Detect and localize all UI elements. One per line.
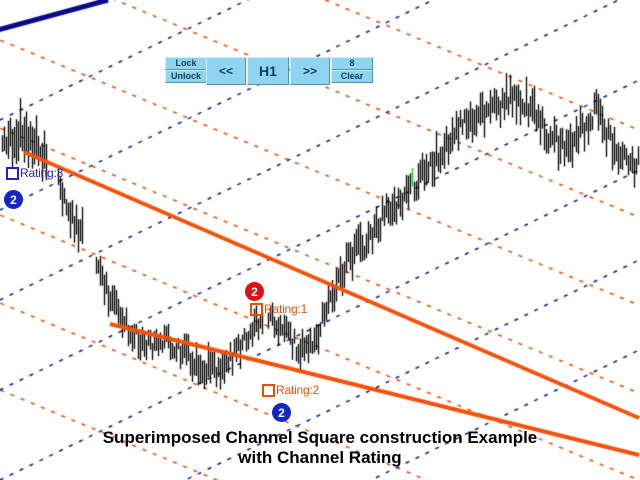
previous-button[interactable]: <<: [206, 57, 246, 85]
clear-button[interactable]: Clear: [331, 70, 373, 83]
rating-label-2[interactable]: Rating:2: [262, 383, 319, 397]
badge-rating-2: 2: [272, 403, 291, 422]
chart-toolbar: Lock Unlock << H1 >> 8 Clear: [165, 57, 373, 85]
next-button[interactable]: >>: [290, 57, 330, 85]
count-display[interactable]: 8: [331, 57, 373, 70]
rating-label-3[interactable]: Rating:3: [6, 166, 63, 180]
rating-2-handle-icon[interactable]: [262, 383, 275, 397]
lock-button[interactable]: Lock: [165, 57, 207, 70]
rating-label-1[interactable]: Rating:1: [250, 302, 307, 316]
rating-3-text: Rating:3: [20, 166, 64, 180]
timeframe-button[interactable]: H1: [247, 57, 289, 85]
rating-2-text: Rating:2: [276, 383, 320, 397]
caption-line-2: with Channel Rating: [238, 448, 402, 468]
badge-rating-3: 2: [4, 190, 23, 209]
rating-3-handle-icon[interactable]: [6, 166, 19, 180]
chart-caption: Superimposed Channel Square construction…: [0, 428, 640, 468]
rating-1-handle-icon[interactable]: [250, 302, 263, 316]
count-clear-group: 8 Clear: [331, 57, 373, 83]
lock-unlock-group: Lock Unlock: [165, 57, 207, 83]
caption-line-1: Superimposed Channel Square construction…: [102, 428, 538, 447]
badge-rating-1: 2: [245, 282, 264, 301]
rating-1-text: Rating:1: [264, 302, 308, 316]
unlock-button[interactable]: Unlock: [165, 70, 207, 83]
